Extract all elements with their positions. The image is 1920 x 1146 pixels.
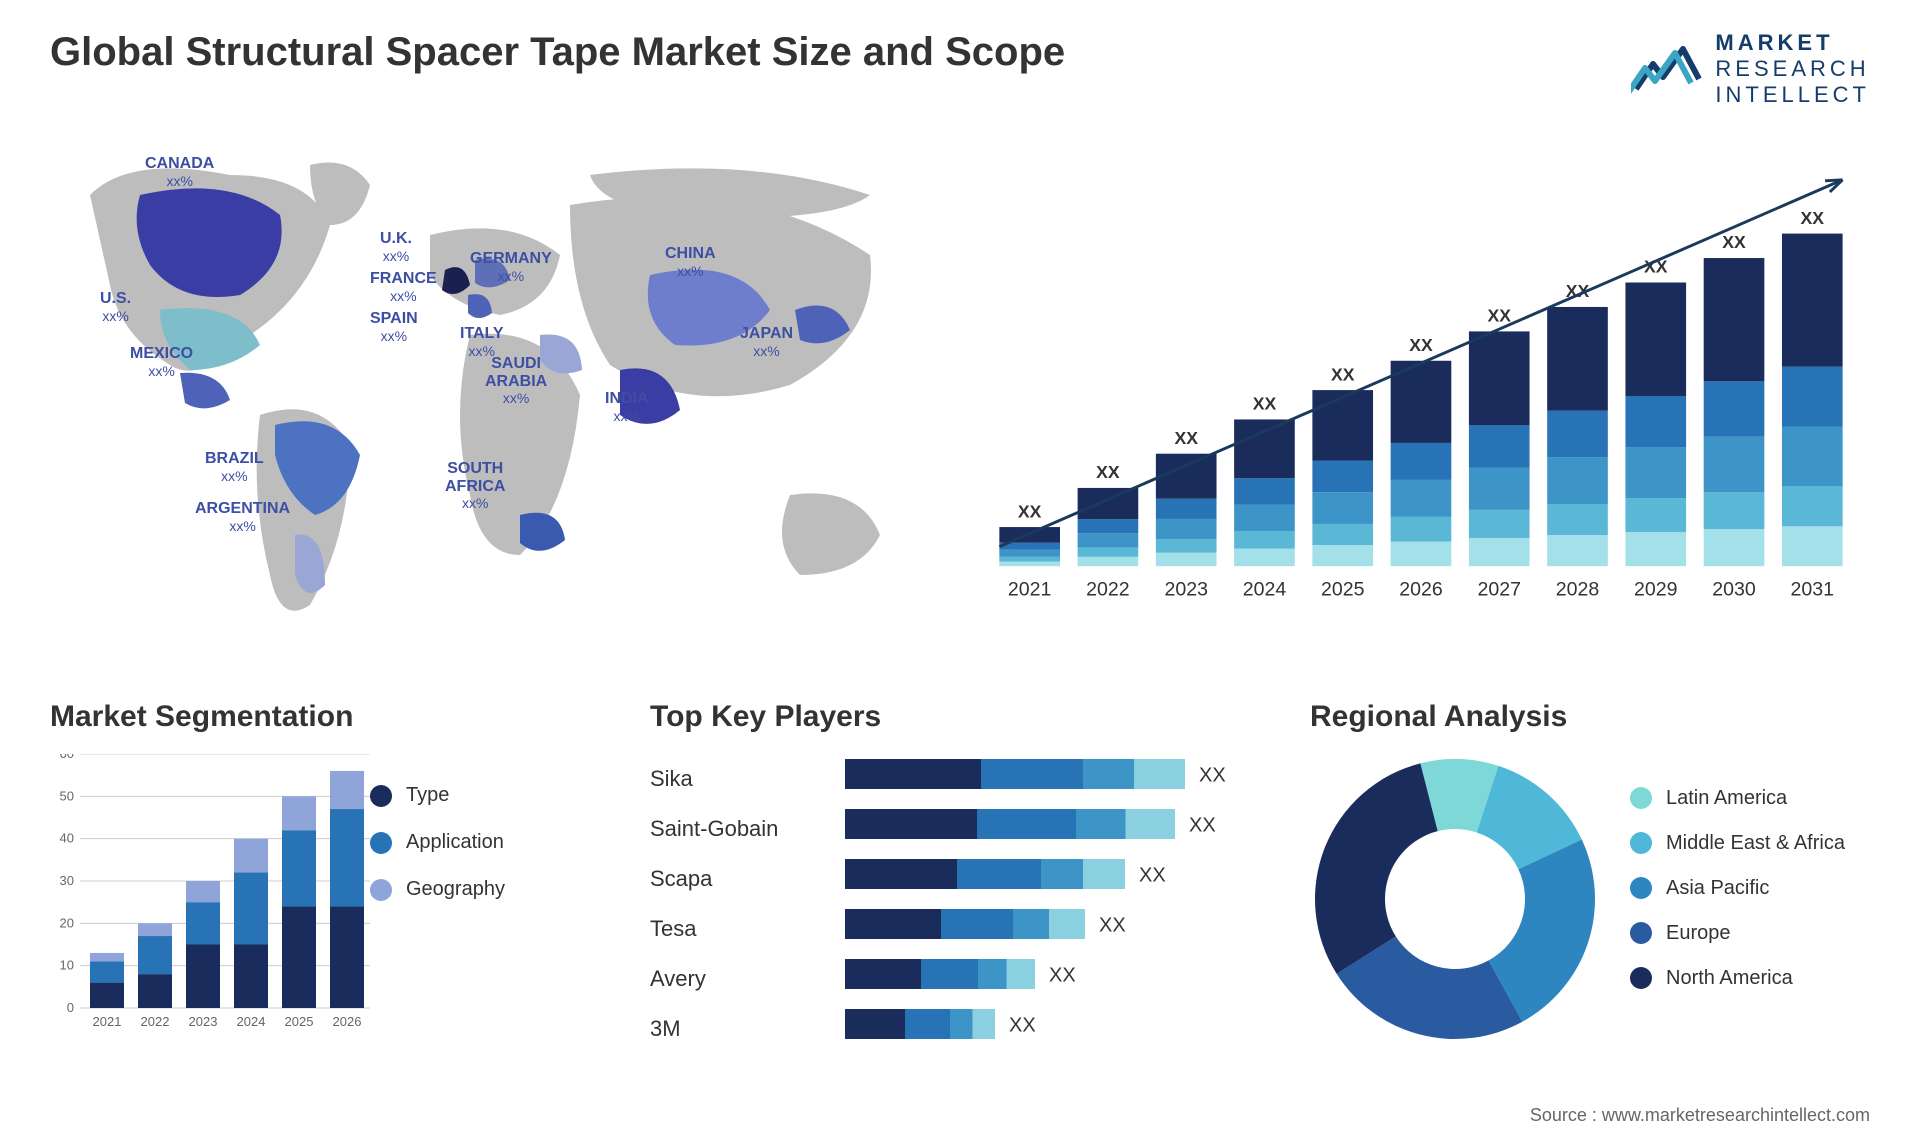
map-label: SAUDIARABIAxx% <box>485 355 547 408</box>
svg-text:XX: XX <box>1722 232 1746 252</box>
legend-item: Type <box>370 784 610 807</box>
svg-text:2021: 2021 <box>1008 579 1051 601</box>
svg-text:2024: 2024 <box>1243 579 1287 601</box>
legend-item: North America <box>1630 967 1870 990</box>
svg-text:XX: XX <box>1099 915 1126 937</box>
svg-text:2024: 2024 <box>237 1014 266 1029</box>
svg-text:2021: 2021 <box>93 1014 122 1029</box>
map-label: SOUTHAFRICAxx% <box>445 460 505 513</box>
svg-text:2022: 2022 <box>141 1014 170 1029</box>
source-attribution: Source : www.marketresearchintellect.com <box>1530 1105 1870 1126</box>
svg-text:XX: XX <box>1018 501 1042 521</box>
player-name: 3M <box>650 1016 820 1042</box>
legend-item: Geography <box>370 878 610 901</box>
map-label: SPAINxx% <box>370 310 418 345</box>
svg-text:2030: 2030 <box>1712 579 1756 601</box>
svg-text:XX: XX <box>1096 462 1120 482</box>
player-name: Saint-Gobain <box>650 816 820 842</box>
svg-text:2029: 2029 <box>1634 579 1677 601</box>
svg-text:2026: 2026 <box>333 1014 362 1029</box>
map-label: CHINAxx% <box>665 245 716 280</box>
svg-text:2025: 2025 <box>285 1014 314 1029</box>
svg-text:2031: 2031 <box>1791 579 1834 601</box>
legend-item: Europe <box>1630 922 1870 945</box>
map-label: GERMANYxx% <box>470 250 552 285</box>
svg-text:2028: 2028 <box>1556 579 1600 601</box>
svg-text:0: 0 <box>67 1000 74 1015</box>
legend-item: Middle East & Africa <box>1630 832 1870 855</box>
svg-text:2022: 2022 <box>1086 579 1129 601</box>
svg-text:XX: XX <box>1199 765 1226 787</box>
map-label: FRANCExx% <box>370 270 437 305</box>
svg-text:XX: XX <box>1409 335 1433 355</box>
segmentation-chart: 0 10 20 30 40 50 60 2021 2022 2023 2024 2025 2026 <box>50 754 370 1054</box>
regional-legend: Latin America Middle East & Africa Asia Pa… <box>1630 787 1870 1012</box>
map-label: U.K.xx% <box>380 230 412 265</box>
svg-text:XX: XX <box>1801 208 1825 228</box>
svg-text:XX: XX <box>1049 965 1076 987</box>
svg-text:40: 40 <box>60 831 74 846</box>
map-label: ARGENTINAxx% <box>195 500 290 535</box>
regional-title: Regional Analysis <box>1310 700 1870 734</box>
player-name: Sika <box>650 766 820 792</box>
logo-text-3: INTELLECT <box>1715 82 1870 108</box>
legend-item: Application <box>370 831 610 854</box>
regional-donut-chart <box>1310 754 1600 1044</box>
svg-text:2025: 2025 <box>1321 579 1365 601</box>
svg-text:XX: XX <box>1331 364 1355 384</box>
svg-text:20: 20 <box>60 915 74 930</box>
svg-text:XX: XX <box>1174 428 1198 448</box>
world-map: CANADAxx% U.S.xx% MEXICOxx% BRAZILxx% ARGENT… <box>50 130 930 660</box>
map-label: U.S.xx% <box>100 290 131 325</box>
svg-text:60: 60 <box>60 754 74 761</box>
svg-text:30: 30 <box>60 873 74 888</box>
legend-item: Latin America <box>1630 787 1870 810</box>
svg-text:XX: XX <box>1139 865 1166 887</box>
segmentation-legend: Type Application Geography <box>370 754 610 1054</box>
segmentation-title: Market Segmentation <box>50 700 610 734</box>
svg-text:10: 10 <box>60 958 74 973</box>
svg-text:2027: 2027 <box>1477 579 1520 601</box>
player-name: Scapa <box>650 866 820 892</box>
svg-text:XX: XX <box>1009 1015 1036 1037</box>
map-label: CANADAxx% <box>145 155 214 190</box>
map-label: JAPANxx% <box>740 325 793 360</box>
players-title: Top Key Players <box>650 700 1270 734</box>
logo-icon <box>1631 39 1703 99</box>
players-names-list: Sika Saint-Gobain Scapa Tesa Avery 3M <box>650 754 820 1054</box>
svg-text:2023: 2023 <box>189 1014 218 1029</box>
player-name: Avery <box>650 966 820 992</box>
growth-bar-chart: XX 2021 XX 2022 XX 2023 XX 2024 XX 2025 XX 2026 XX 20… <box>970 130 1870 660</box>
svg-text:2023: 2023 <box>1164 579 1208 601</box>
svg-text:50: 50 <box>60 788 74 803</box>
svg-text:2026: 2026 <box>1399 579 1443 601</box>
logo-text-1: MARKET <box>1715 30 1870 56</box>
map-label: BRAZILxx% <box>205 450 264 485</box>
svg-text:XX: XX <box>1189 815 1216 837</box>
players-chart: XX XX XX XX XX XX <box>840 754 1270 1054</box>
svg-text:XX: XX <box>1253 394 1277 414</box>
map-label: MEXICOxx% <box>130 345 193 380</box>
logo-text-2: RESEARCH <box>1715 56 1870 82</box>
page-title: Global Structural Spacer Tape Market Siz… <box>50 30 1870 75</box>
map-label: INDIAxx% <box>605 390 649 425</box>
brand-logo: MARKET RESEARCH INTELLECT <box>1631 30 1870 108</box>
player-name: Tesa <box>650 916 820 942</box>
svg-text:XX: XX <box>1487 306 1511 326</box>
legend-item: Asia Pacific <box>1630 877 1870 900</box>
